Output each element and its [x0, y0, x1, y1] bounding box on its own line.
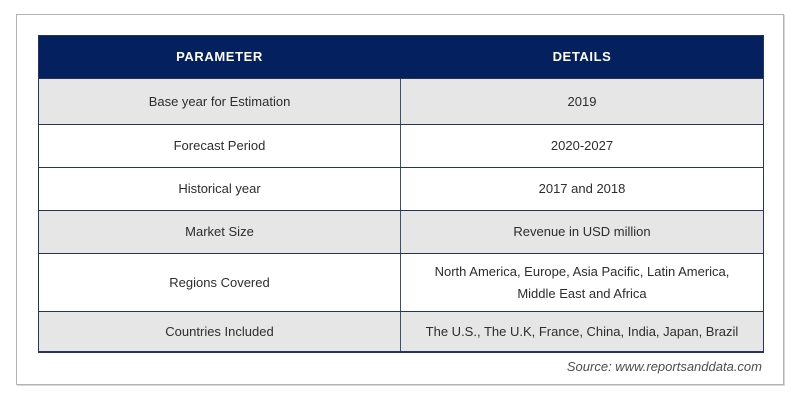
parameter-cell: Historical year [39, 168, 401, 210]
table-row: Forecast Period 2020-2027 [39, 124, 763, 167]
table-row: Historical year 2017 and 2018 [39, 167, 763, 210]
table-row: Base year for Estimation 2019 [39, 78, 763, 124]
source-attribution: Source: www.reportsanddata.com [566, 359, 762, 374]
details-cell: 2017 and 2018 [538, 181, 626, 197]
parameter-cell: Countries Included [39, 312, 401, 351]
details-cell: 2020-2027 [550, 138, 614, 154]
parameter-cell: Forecast Period [39, 125, 401, 167]
parameter-cell: Market Size [39, 211, 401, 253]
parameter-cell: Regions Covered [39, 254, 401, 311]
table-row: Market Size Revenue in USD million [39, 210, 763, 253]
parameter-cell: Base year for Estimation [39, 79, 401, 124]
table-row: Countries Included The U.S., The U.K, Fr… [39, 311, 763, 351]
report-scope-table: PARAMETER DETAILS Base year for Estimati… [38, 35, 764, 353]
report-parameters-panel: PARAMETER DETAILS Base year for Estimati… [16, 14, 784, 385]
column-header-parameter: PARAMETER [39, 36, 401, 78]
table-row: Regions Covered North America, Europe, A… [39, 253, 763, 311]
table-header-row: PARAMETER DETAILS [39, 36, 763, 78]
details-cell: Revenue in USD million [513, 224, 651, 240]
column-header-details: DETAILS [552, 49, 612, 65]
details-cell: 2019 [567, 93, 597, 109]
details-cell: The U.S., The U.K, France, China, India,… [425, 323, 739, 339]
details-cell: North America, Europe, Asia Pacific, Lat… [434, 264, 730, 301]
